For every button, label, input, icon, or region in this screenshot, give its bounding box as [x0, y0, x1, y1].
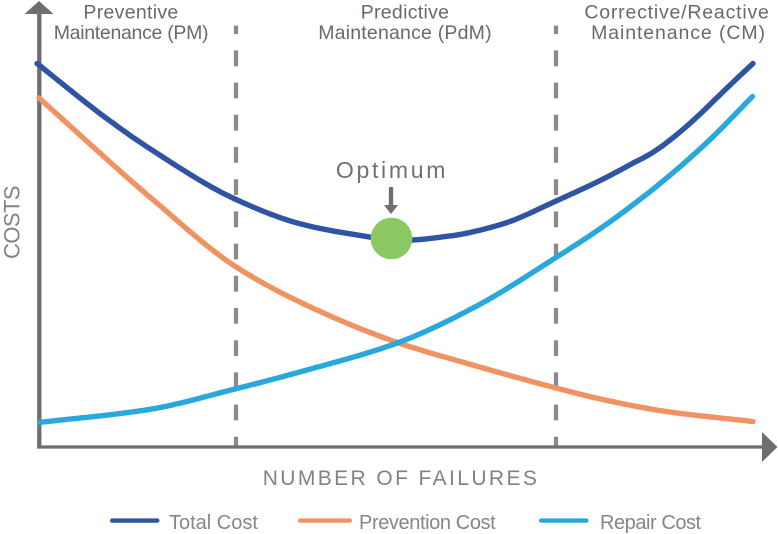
svg-text:Maintenance (CM): Maintenance (CM) [591, 22, 766, 44]
svg-text:Maintenance (PdM): Maintenance (PdM) [318, 22, 492, 44]
svg-text:Prevention Cost: Prevention Cost [359, 512, 496, 534]
svg-text:Predictive: Predictive [361, 2, 450, 24]
svg-text:NUMBER OF FAILURES: NUMBER OF FAILURES [263, 467, 540, 490]
svg-text:Optimum: Optimum [336, 157, 448, 183]
svg-text:Repair Cost: Repair Cost [600, 512, 702, 534]
svg-text:Corrective/Reactive: Corrective/Reactive [584, 2, 769, 24]
svg-text:Total Cost: Total Cost [169, 512, 258, 534]
svg-text:Maintenance (PM): Maintenance (PM) [54, 22, 209, 44]
svg-text:Preventive: Preventive [83, 2, 178, 24]
svg-text:COSTS: COSTS [0, 186, 25, 259]
